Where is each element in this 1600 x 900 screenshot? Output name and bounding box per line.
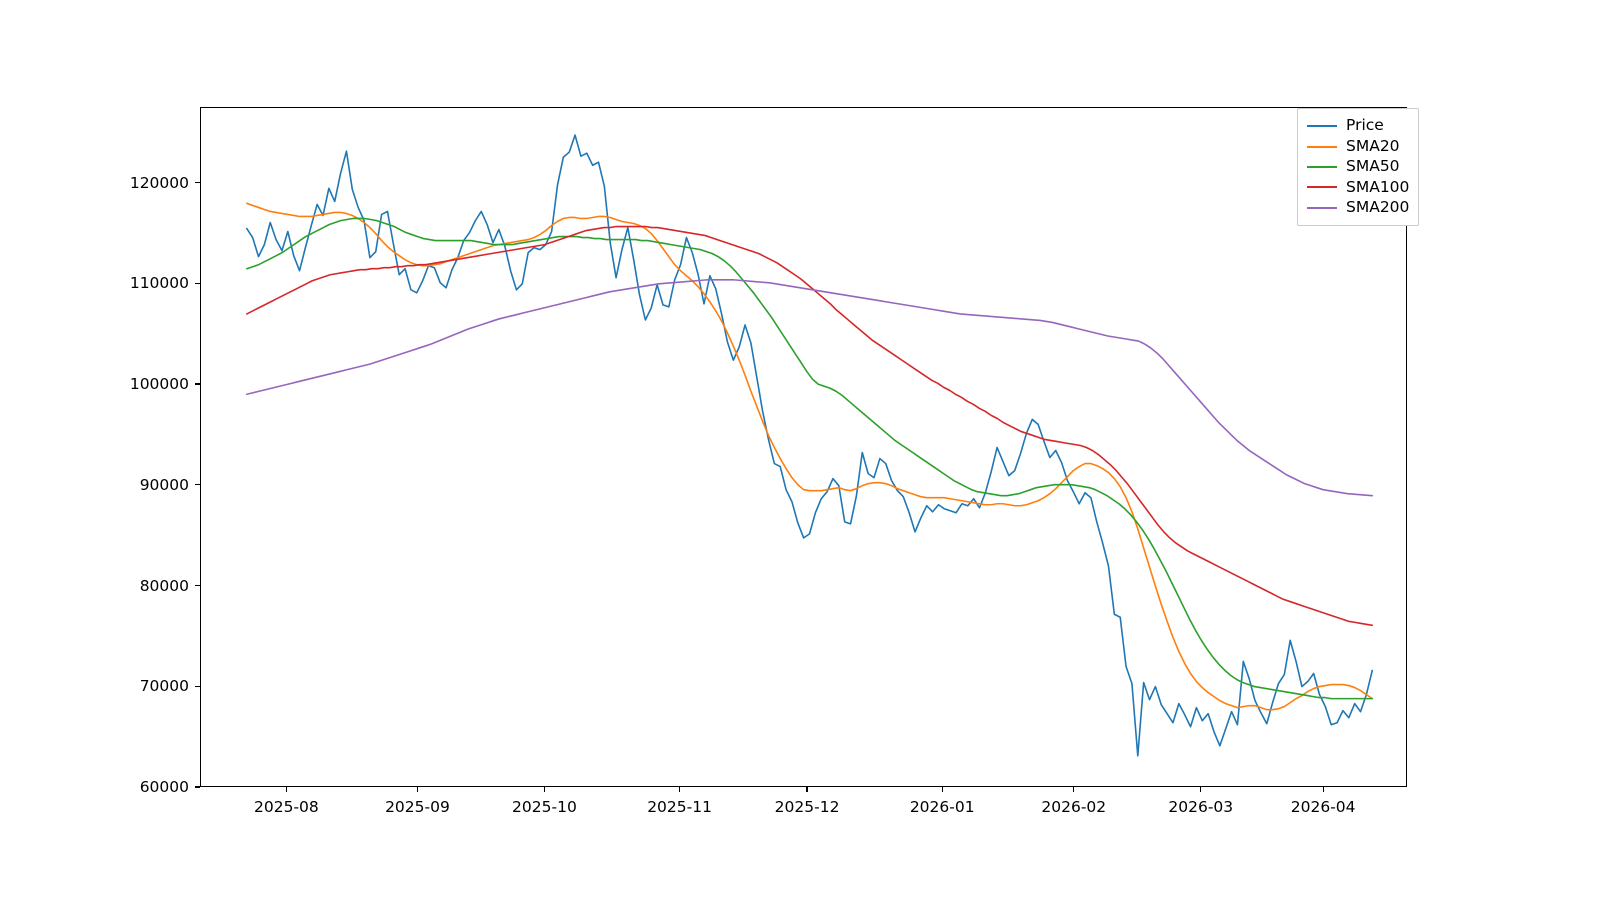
x-tick-label: 2025-10 — [512, 798, 577, 816]
legend-item-sma100[interactable]: SMA100 — [1307, 177, 1409, 197]
x-tick-mark — [1073, 787, 1075, 792]
legend-label: Price — [1346, 116, 1384, 135]
legend-label: SMA50 — [1346, 157, 1400, 176]
x-tick-mark — [941, 787, 943, 792]
y-tick-label: 60000 — [139, 778, 189, 796]
legend-item-sma20[interactable]: SMA20 — [1307, 136, 1409, 156]
x-tick-mark — [285, 787, 287, 792]
legend-label: SMA20 — [1346, 136, 1400, 155]
chart-legend: Price SMA20 SMA50 SMA100 SMA200 — [1297, 108, 1420, 226]
y-tick-mark — [195, 383, 200, 385]
legend-color-swatch-price — [1307, 125, 1337, 128]
y-tick-label: 70000 — [139, 677, 189, 696]
x-tick-label: 2026-04 — [1290, 798, 1356, 816]
y-tick-label: 100000 — [129, 375, 189, 394]
y-tick-mark — [195, 685, 200, 687]
x-tick-label: 2025-08 — [254, 798, 319, 816]
series-line-sma200 — [247, 280, 1372, 496]
x-tick-label: 2026-02 — [1041, 798, 1107, 816]
legend-label: SMA100 — [1346, 177, 1410, 196]
x-tick-label: 2026-03 — [1168, 798, 1234, 816]
series-line-price — [247, 135, 1372, 756]
x-tick-label: 2026-01 — [909, 798, 975, 816]
y-tick-mark — [195, 181, 200, 184]
y-tick-mark — [195, 282, 200, 284]
y-tick-mark — [195, 786, 200, 788]
x-tick-mark — [678, 787, 681, 792]
x-tick-label: 2025-09 — [385, 798, 450, 816]
x-tick-mark — [806, 787, 808, 792]
y-tick-label: 120000 — [129, 173, 189, 192]
legend-color-swatch-sma200 — [1307, 206, 1337, 209]
x-tick-label: 2025-12 — [774, 798, 840, 816]
legend-color-swatch-sma20 — [1307, 145, 1337, 148]
series-line-sma50 — [247, 218, 1372, 698]
legend-item-sma200[interactable]: SMA200 — [1307, 198, 1409, 218]
y-tick-label: 80000 — [139, 576, 189, 595]
chart-axes — [200, 107, 1407, 787]
legend-item-price[interactable]: Price — [1307, 116, 1409, 136]
legend-item-sma50[interactable]: SMA50 — [1307, 157, 1409, 177]
series-line-sma20 — [247, 203, 1372, 709]
x-tick-mark — [543, 787, 546, 792]
legend-color-swatch-sma100 — [1307, 186, 1337, 189]
y-tick-label: 90000 — [139, 475, 189, 494]
x-tick-label: 2025-11 — [647, 798, 712, 816]
legend-label: SMA200 — [1346, 198, 1410, 216]
y-tick-label: 110000 — [129, 274, 189, 293]
y-tick-mark — [195, 584, 200, 587]
y-tick-mark — [195, 484, 200, 486]
series-line-sma100 — [247, 227, 1372, 626]
x-tick-mark — [416, 787, 419, 792]
legend-color-swatch-sma50 — [1307, 165, 1337, 168]
x-tick-mark — [1322, 787, 1324, 792]
chart-plot-area — [201, 108, 1406, 786]
x-tick-mark — [1200, 787, 1202, 792]
